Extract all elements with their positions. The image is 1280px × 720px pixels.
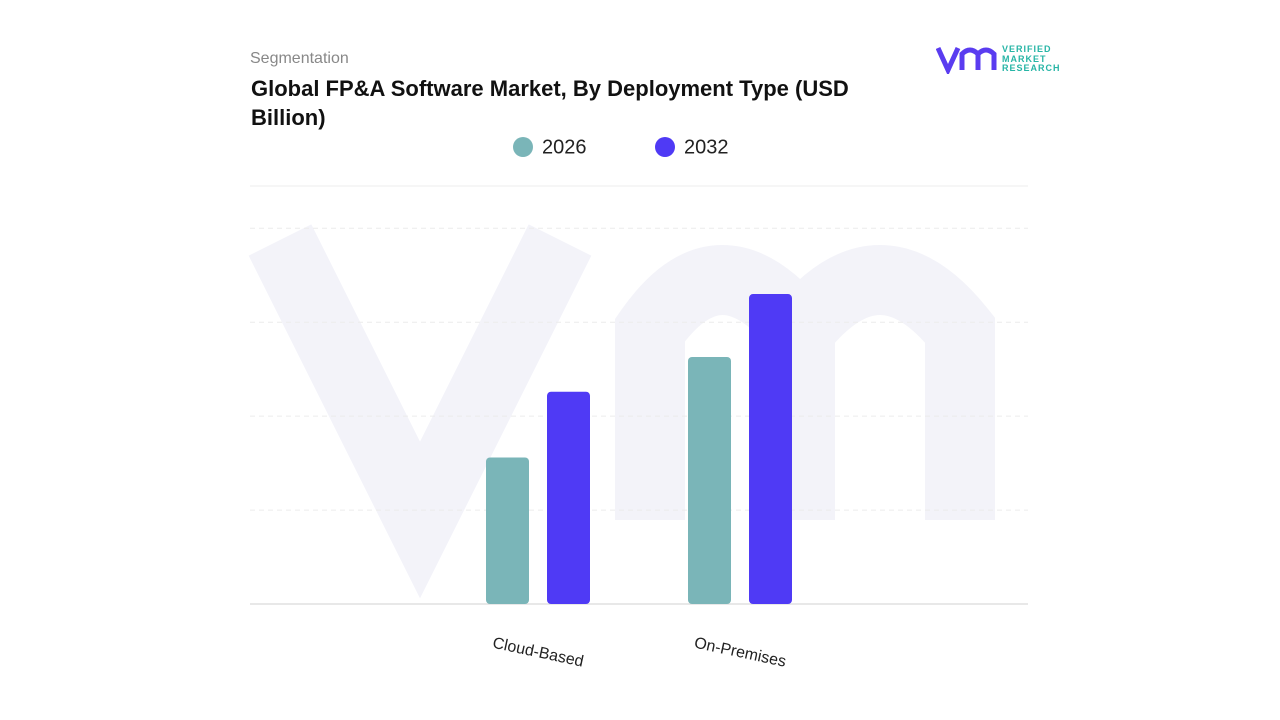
legend-label: 2026 bbox=[542, 136, 587, 158]
legend-swatch bbox=[513, 137, 533, 157]
logo-text: VERIFIED MARKET RESEARCH bbox=[1002, 44, 1061, 74]
chart-title: Global FP&A Software Market, By Deployme… bbox=[251, 76, 849, 130]
logo-line: MARKET bbox=[1002, 53, 1047, 64]
bar bbox=[486, 457, 529, 604]
x-tick-label: Cloud-Based bbox=[491, 635, 585, 671]
logo-line: RESEARCH bbox=[1002, 63, 1061, 73]
logo-mark bbox=[936, 46, 997, 74]
legend-swatch bbox=[655, 137, 675, 157]
bar bbox=[547, 391, 590, 604]
section-label: Segmentation bbox=[250, 50, 349, 67]
watermark bbox=[248, 224, 995, 599]
x-tick-label: On-Premises bbox=[693, 635, 788, 671]
legend-label: 2032 bbox=[684, 136, 729, 158]
logo-line: VERIFIED bbox=[1002, 44, 1052, 54]
bar bbox=[688, 356, 731, 604]
bar bbox=[749, 294, 792, 604]
